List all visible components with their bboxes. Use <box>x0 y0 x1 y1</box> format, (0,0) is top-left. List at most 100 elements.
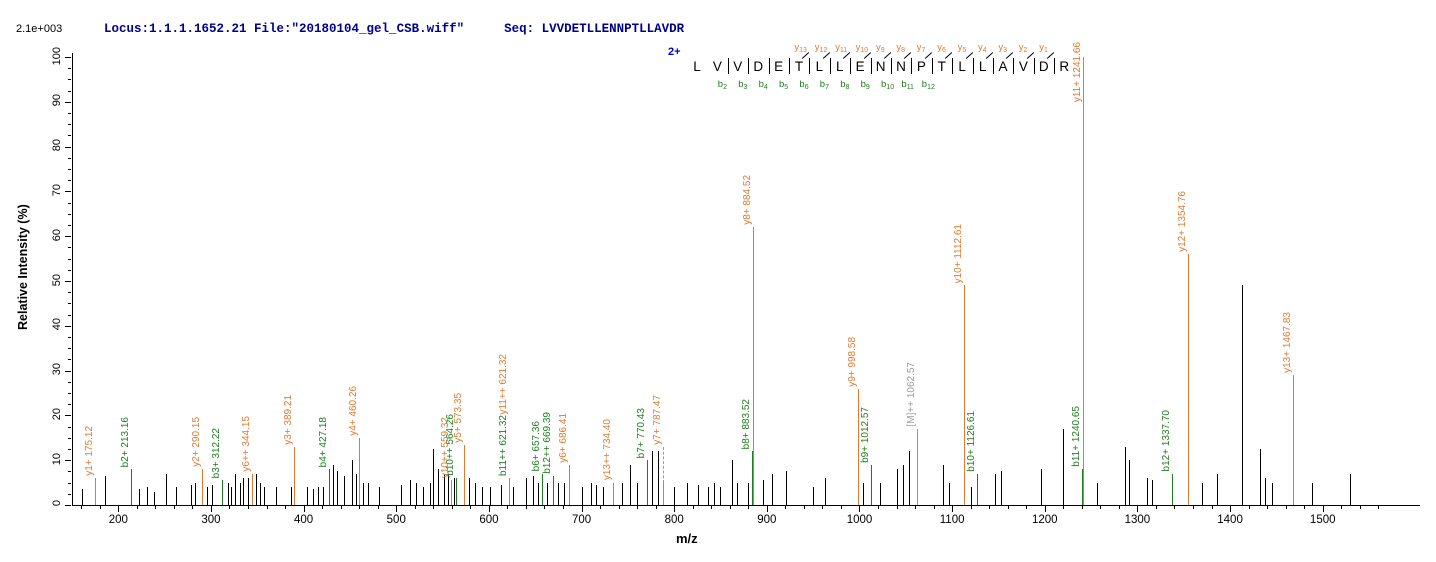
x-tick-label: 300 <box>201 514 221 526</box>
y-ion-peak <box>1188 254 1190 505</box>
spectrum-peak-unassigned <box>227 482 229 505</box>
y-ion-peak-label: y3+ 389.21 <box>282 395 294 445</box>
x-major-tick <box>488 506 490 512</box>
b-ion-peak <box>871 464 873 505</box>
y-ion-peak-label: y11++ 621.32 <box>497 353 509 415</box>
y-minor-tick <box>68 314 71 316</box>
spectrum-peak-unassigned <box>674 487 676 505</box>
x-minor-tick <box>933 506 935 509</box>
b-ion-peak-label: b8+ 883.52 <box>740 398 752 450</box>
x-major-tick <box>674 506 676 512</box>
x-tick-label: 800 <box>664 514 684 526</box>
residue-letter: L <box>693 59 701 74</box>
spectrum-peak-unassigned <box>231 487 233 505</box>
spectrum-peak-unassigned <box>239 482 241 505</box>
spectrum-peak-unassigned <box>275 487 277 505</box>
x-minor-tick <box>915 506 917 509</box>
y-major-tick <box>65 415 71 417</box>
y-minor-tick <box>68 269 71 271</box>
spectrum-peak-unassigned <box>195 482 197 505</box>
y-ion-peak <box>963 285 965 505</box>
y-ion-peak <box>662 482 664 505</box>
x-minor-tick <box>136 506 138 509</box>
y-ion-peak <box>95 478 97 505</box>
y-major-tick <box>65 57 71 58</box>
spectrum-peak-unassigned <box>190 484 192 505</box>
y-major-tick <box>65 325 71 327</box>
x-major-tick <box>118 506 120 512</box>
x-minor-tick <box>81 506 83 509</box>
y-ion-mark-label: y8 <box>896 42 906 54</box>
x-minor-tick <box>322 506 324 509</box>
b-ion-mark-label: b5 <box>779 79 789 91</box>
b-ion-peak-label: b11+ 1240.65 <box>1071 406 1083 468</box>
spectrum-peak-unassigned <box>581 487 583 505</box>
cleavage-mark <box>993 58 994 74</box>
spectrum-peak-unassigned <box>1146 478 1148 505</box>
x-minor-tick <box>637 506 639 509</box>
y-minor-tick <box>68 135 71 137</box>
y-tick-label: 80 <box>51 139 63 152</box>
spectrum-peak-unassigned <box>547 482 549 505</box>
x-minor-tick <box>359 506 361 509</box>
y-ion-mark-label: y13 <box>794 42 807 54</box>
cleavage-mark <box>931 58 933 74</box>
spectrum-peak-unassigned <box>443 473 445 505</box>
y-ion-mark-label: y12 <box>814 42 828 54</box>
spectrum-peak-unassigned <box>475 482 476 505</box>
y-ion-mark-label: y11 <box>835 42 848 54</box>
x-minor-tick <box>544 506 546 509</box>
b-ion-peak-label: b4+ 427.18 <box>317 416 329 468</box>
y-minor-tick <box>68 426 71 428</box>
y-tick-label: 40 <box>51 318 63 331</box>
x-minor-tick <box>1248 506 1250 509</box>
x-minor-tick <box>414 506 416 509</box>
y-minor-tick <box>68 68 71 70</box>
spectrum-peak-unassigned <box>489 487 491 505</box>
cleavage-mark <box>850 58 852 74</box>
spectrum-peak-unassigned <box>1311 482 1313 505</box>
cleavage-mark <box>952 58 954 74</box>
x-minor-tick <box>970 506 972 509</box>
spectrum-peak-unassigned <box>415 482 417 505</box>
cleavage-mark <box>789 58 790 74</box>
residue-letter: A <box>998 59 1008 74</box>
b-ion-peak <box>222 480 224 505</box>
b-ion-peak-label: b11++ 621.32 <box>497 415 509 477</box>
y-tick-label: 70 <box>51 183 63 197</box>
y-minor-tick <box>68 124 71 126</box>
y-ion-peak-label: y7+ 787.47 <box>651 395 663 445</box>
spectrum-peak-unassigned <box>970 487 972 505</box>
y-minor-tick <box>68 471 71 473</box>
x-minor-tick <box>1081 506 1083 509</box>
spectrum-peak-unassigned <box>400 484 402 505</box>
x-minor-tick <box>878 506 880 509</box>
x-tick-label: 200 <box>108 514 128 526</box>
spectrum-peak-unassigned <box>263 487 265 505</box>
x-minor-tick <box>433 506 435 509</box>
x-minor-tick <box>785 506 787 509</box>
residue-letter: L <box>958 59 966 74</box>
spectrum-peak-unassigned <box>1349 473 1351 505</box>
y-minor-tick <box>68 180 71 182</box>
y-minor-tick <box>68 258 71 260</box>
y-ion-mark-label: y6 <box>937 42 946 54</box>
intensity-scale-label: 2.1e+003 <box>16 23 63 35</box>
x-minor-tick <box>377 506 379 509</box>
spectrum-peak-unassigned <box>153 491 155 505</box>
spectrum-peak-unassigned <box>558 482 560 505</box>
x-minor-tick <box>655 506 657 509</box>
x-minor-tick <box>1341 506 1343 509</box>
x-minor-tick <box>692 506 694 509</box>
spectrum-peak-unassigned <box>622 482 624 505</box>
spectrum-peak-unassigned <box>368 482 370 505</box>
cleavage-mark <box>727 58 729 74</box>
y-ion-peak <box>1083 57 1085 505</box>
b-ion-mark-label: b9 <box>860 79 870 91</box>
b-ion-mark-label: b11 <box>901 79 914 91</box>
b-ion-peak-label: b12+ 1337.70 <box>1161 410 1173 472</box>
spectrum-peak-unassigned <box>1259 449 1261 505</box>
y-ion-peak <box>568 464 570 505</box>
residue-letter: V <box>1018 59 1028 74</box>
y-axis-line <box>72 53 73 506</box>
